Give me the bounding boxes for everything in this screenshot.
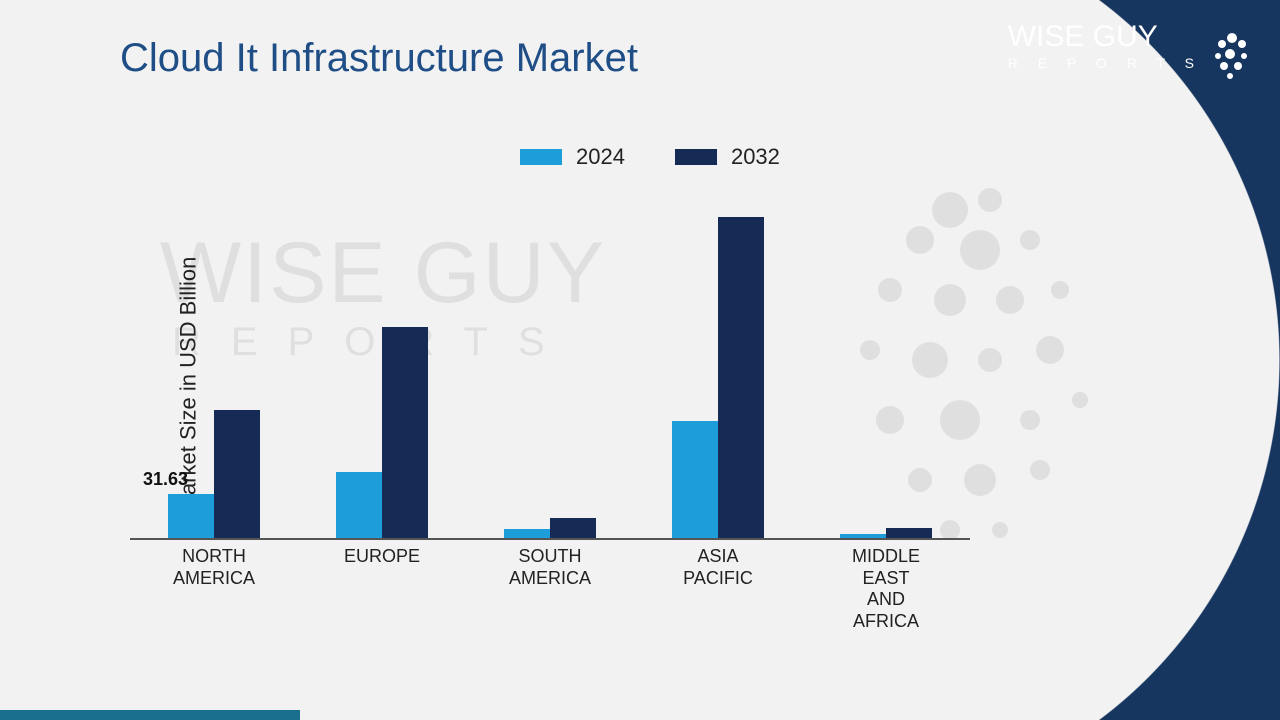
brand-head-icon: [1210, 28, 1254, 84]
legend-swatch-2024: [520, 149, 562, 165]
legend-swatch-2032: [675, 149, 717, 165]
page: WISE GUY REPORTS: [0, 0, 1280, 720]
bar-chart: Market Size in USD Billion 2024 2032 31.…: [90, 150, 970, 620]
legend-label-2032: 2032: [731, 144, 780, 170]
chart-legend: 2024 2032: [520, 144, 780, 170]
brand-line2: R E P O R T S: [1008, 54, 1202, 74]
bottom-accent-bar: [0, 710, 300, 720]
category-label: NORTHAMERICA: [139, 546, 289, 589]
legend-label-2024: 2024: [576, 144, 625, 170]
bar-group: ASIAPACIFIC: [653, 217, 783, 538]
bar: [886, 528, 932, 538]
bar: [504, 529, 550, 538]
brand-logo: WISE GUY R E P O R T S: [1008, 22, 1202, 74]
bar: [550, 518, 596, 538]
legend-item-2032: 2032: [675, 144, 780, 170]
bar: [168, 494, 214, 538]
bar: [382, 327, 428, 538]
bar-group: SOUTHAMERICA: [485, 518, 615, 538]
bar-group: 31.63NORTHAMERICA: [149, 410, 279, 538]
category-label: EUROPE: [307, 546, 457, 568]
category-label: SOUTHAMERICA: [475, 546, 625, 589]
bar-group: EUROPE: [317, 327, 447, 538]
category-label: ASIAPACIFIC: [643, 546, 793, 589]
bar: [214, 410, 260, 538]
bar: [718, 217, 764, 538]
bar: [672, 421, 718, 538]
bar-groups: 31.63NORTHAMERICA EUROPE SOUTHAMERICA ASIAP…: [130, 190, 970, 538]
bar: [336, 472, 382, 538]
chart-title: Cloud It Infrastructure Market: [120, 36, 638, 81]
bar: [840, 534, 886, 538]
legend-item-2024: 2024: [520, 144, 625, 170]
brand-line1: WISE GUY: [1008, 22, 1202, 52]
category-label: MIDDLEEASTANDAFRICA: [811, 546, 961, 632]
plot-area: 31.63NORTHAMERICA EUROPE SOUTHAMERICA ASIAP…: [130, 190, 970, 540]
bar-group: MIDDLEEASTANDAFRICA: [821, 528, 951, 538]
bar-value-label: 31.63: [143, 469, 188, 490]
